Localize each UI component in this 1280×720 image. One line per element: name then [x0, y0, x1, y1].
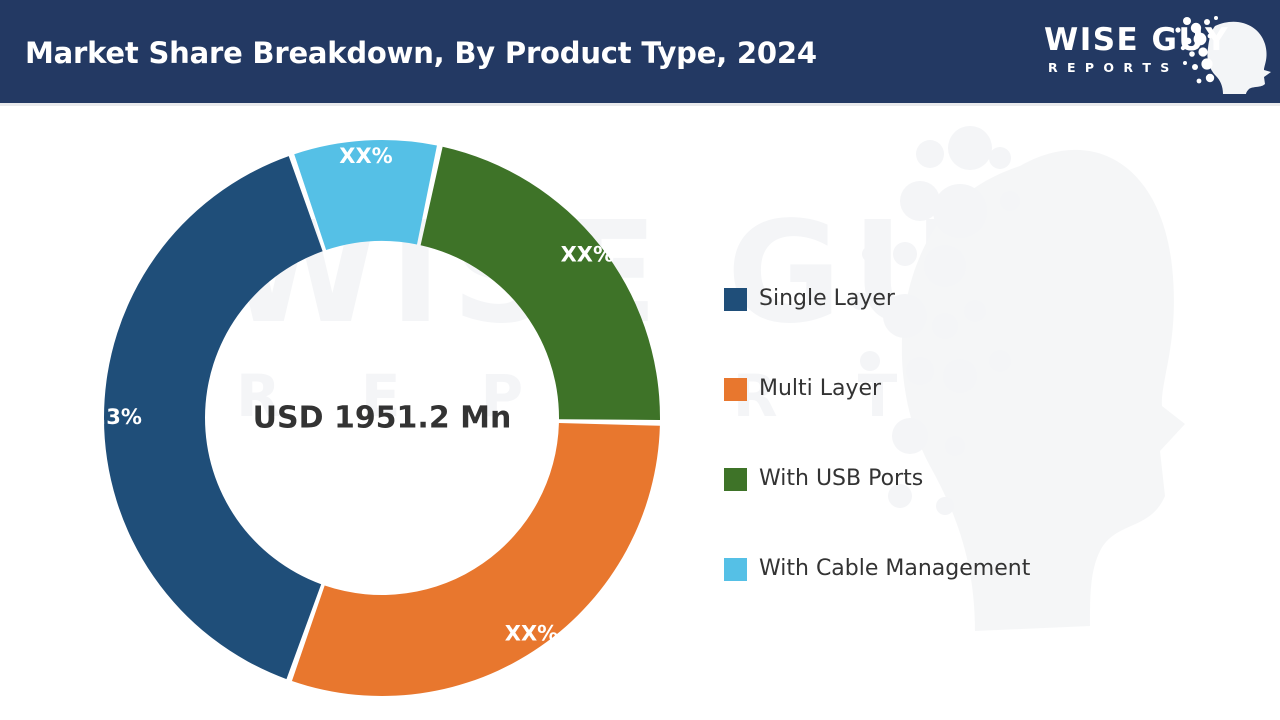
header-divider — [0, 103, 1280, 106]
header-bar: Market Share Breakdown, By Product Type,… — [0, 0, 1280, 103]
legend-item-label: Multi Layer — [759, 376, 882, 401]
donut-slices — [103, 139, 660, 696]
legend-item-with-cable-management[interactable]: With Cable Management — [724, 524, 1144, 614]
donut-slice-labels: XX% XX% XX% 41.3% — [69, 144, 614, 645]
donut-slice-label: XX% — [505, 622, 558, 646]
donut-center-label: USD 1951.2 Mn — [253, 401, 512, 436]
legend-swatch-icon — [724, 467, 747, 491]
legend-swatch-icon — [724, 557, 747, 581]
chart-area: WISE GUY R E P O R T S — [0, 106, 1280, 720]
legend-item-multi-layer[interactable]: Multi Layer — [724, 344, 1144, 434]
legend-item-label: Single Layer — [759, 286, 895, 311]
donut-slice[interactable] — [294, 139, 437, 251]
donut-slice[interactable] — [420, 146, 660, 420]
donut-slice[interactable] — [103, 156, 323, 680]
donut-slice-label: XX% — [339, 144, 392, 168]
donut-slice-label: XX% — [561, 243, 614, 267]
legend-swatch-icon — [724, 377, 747, 401]
legend-swatch-icon — [724, 287, 747, 311]
legend-item-single-layer[interactable]: Single Layer — [724, 254, 1144, 344]
legend-item-label: With USB Ports — [759, 466, 924, 491]
head-profile-icon — [1175, 16, 1271, 95]
donut-slice-label: 41.3% — [69, 405, 142, 429]
legend-item-with-usb-ports[interactable]: With USB Ports — [724, 434, 1144, 524]
wise-guy-reports-logo: WISE GUY R E P O R T S — [1044, 16, 1271, 95]
donut-svg: XX% XX% XX% 41.3% USD 1951.2 Mn — [69, 139, 660, 696]
donut-chart: XX% XX% XX% 41.3% USD 1951.2 Mn — [0, 106, 760, 720]
page-title: Market Share Breakdown, By Product Type,… — [25, 36, 817, 70]
legend-item-label: With Cable Management — [759, 556, 1031, 581]
chart-legend: Single Layer Multi Layer With USB Ports … — [724, 254, 1144, 614]
logo-wordmark-secondary: R E P O R T S — [1048, 60, 1172, 75]
donut-slice[interactable] — [291, 422, 660, 696]
